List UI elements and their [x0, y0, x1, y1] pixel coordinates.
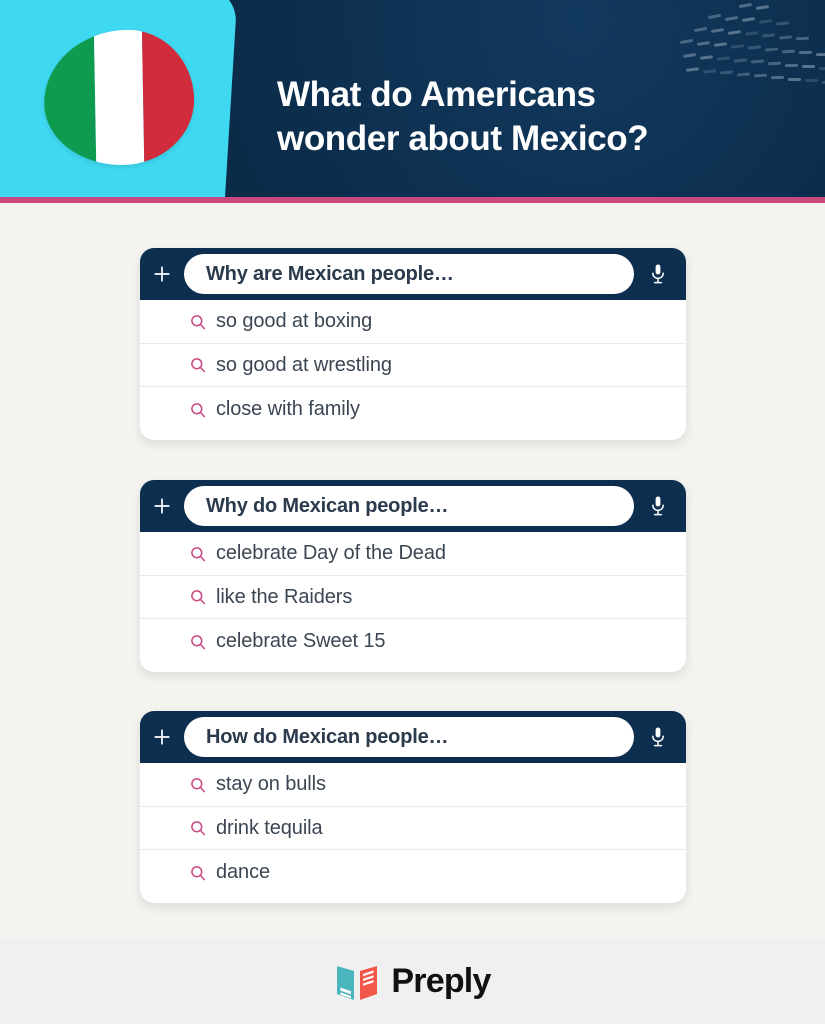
flag-panel [0, 0, 238, 197]
plus-icon[interactable] [140, 728, 184, 746]
search-bar[interactable]: Why do Mexican people… [140, 480, 686, 532]
search-icon [190, 634, 216, 650]
page-title-line-2: wonder about Mexico? [277, 119, 649, 159]
search-card: How do Mexican people… sta [140, 711, 686, 903]
search-input-value: Why are Mexican people… [206, 262, 454, 285]
suggestion-item[interactable]: so good at wrestling [140, 343, 686, 386]
preply-logo-icon [334, 961, 380, 1003]
search-card: Why do Mexican people… cel [140, 480, 686, 672]
search-cards-container: Why are Mexican people… so [0, 203, 825, 939]
suggestion-item[interactable]: drink tequila [140, 806, 686, 849]
plus-icon[interactable] [140, 265, 184, 283]
brand-lockup: Preply [334, 961, 491, 1003]
suggestion-list: so good at boxing so good at wrestling [140, 300, 686, 440]
suggestion-item[interactable]: like the Raiders [140, 575, 686, 618]
search-input-value: Why do Mexican people… [206, 494, 449, 517]
flag-stripe-green [42, 30, 97, 167]
suggestion-label: celebrate Sweet 15 [216, 630, 386, 652]
suggestion-label: so good at boxing [216, 310, 373, 332]
suggestion-list: celebrate Day of the Dead like the Raide… [140, 532, 686, 672]
suggestion-item[interactable]: so good at boxing [140, 300, 686, 343]
search-card: Why are Mexican people… so [140, 248, 686, 440]
mexico-flag-icon [42, 28, 196, 167]
suggestion-list: stay on bulls drink tequila [140, 763, 686, 903]
search-icon [190, 589, 216, 605]
flag-stripe-white [93, 29, 145, 166]
microphone-icon[interactable] [640, 263, 676, 285]
suggestion-item[interactable]: close with family [140, 386, 686, 432]
suggestion-label: celebrate Day of the Dead [216, 542, 446, 564]
search-input[interactable]: Why do Mexican people… [184, 486, 634, 526]
page-title-line-1: What do Americans [277, 75, 596, 115]
search-icon [190, 777, 216, 793]
suggestion-label: dance [216, 861, 270, 883]
search-icon [190, 314, 216, 330]
suggestion-label: drink tequila [216, 816, 323, 839]
microphone-icon[interactable] [640, 495, 676, 517]
search-bar[interactable]: Why are Mexican people… [140, 248, 686, 300]
microphone-icon[interactable] [640, 726, 676, 748]
plus-icon[interactable] [140, 497, 184, 515]
suggestion-item[interactable]: stay on bulls [140, 763, 686, 806]
suggestion-item[interactable]: dance [140, 849, 686, 895]
search-icon [190, 402, 216, 418]
header-divider [0, 197, 825, 203]
suggestion-label: close with family [216, 398, 360, 420]
brand-name: Preply [391, 962, 491, 1000]
page-footer: Preply [0, 939, 825, 1024]
suggestion-item[interactable]: celebrate Sweet 15 [140, 618, 686, 664]
search-icon [190, 546, 216, 562]
suggestion-label: stay on bulls [216, 773, 326, 795]
suggestion-label: so good at wrestling [216, 353, 392, 376]
search-input[interactable]: Why are Mexican people… [184, 254, 634, 294]
page-header: What do Americans wonder about Mexico? [0, 0, 825, 197]
search-icon [190, 357, 216, 373]
search-bar[interactable]: How do Mexican people… [140, 711, 686, 763]
search-input-value: How do Mexican people… [206, 725, 449, 748]
search-icon [190, 865, 216, 881]
suggestion-item[interactable]: celebrate Day of the Dead [140, 532, 686, 575]
search-input[interactable]: How do Mexican people… [184, 717, 634, 757]
page-title: What do Americans wonder about Mexico? [277, 73, 777, 161]
search-icon [190, 820, 216, 836]
suggestion-label: like the Raiders [216, 585, 353, 608]
flag-stripe-red [141, 28, 196, 165]
